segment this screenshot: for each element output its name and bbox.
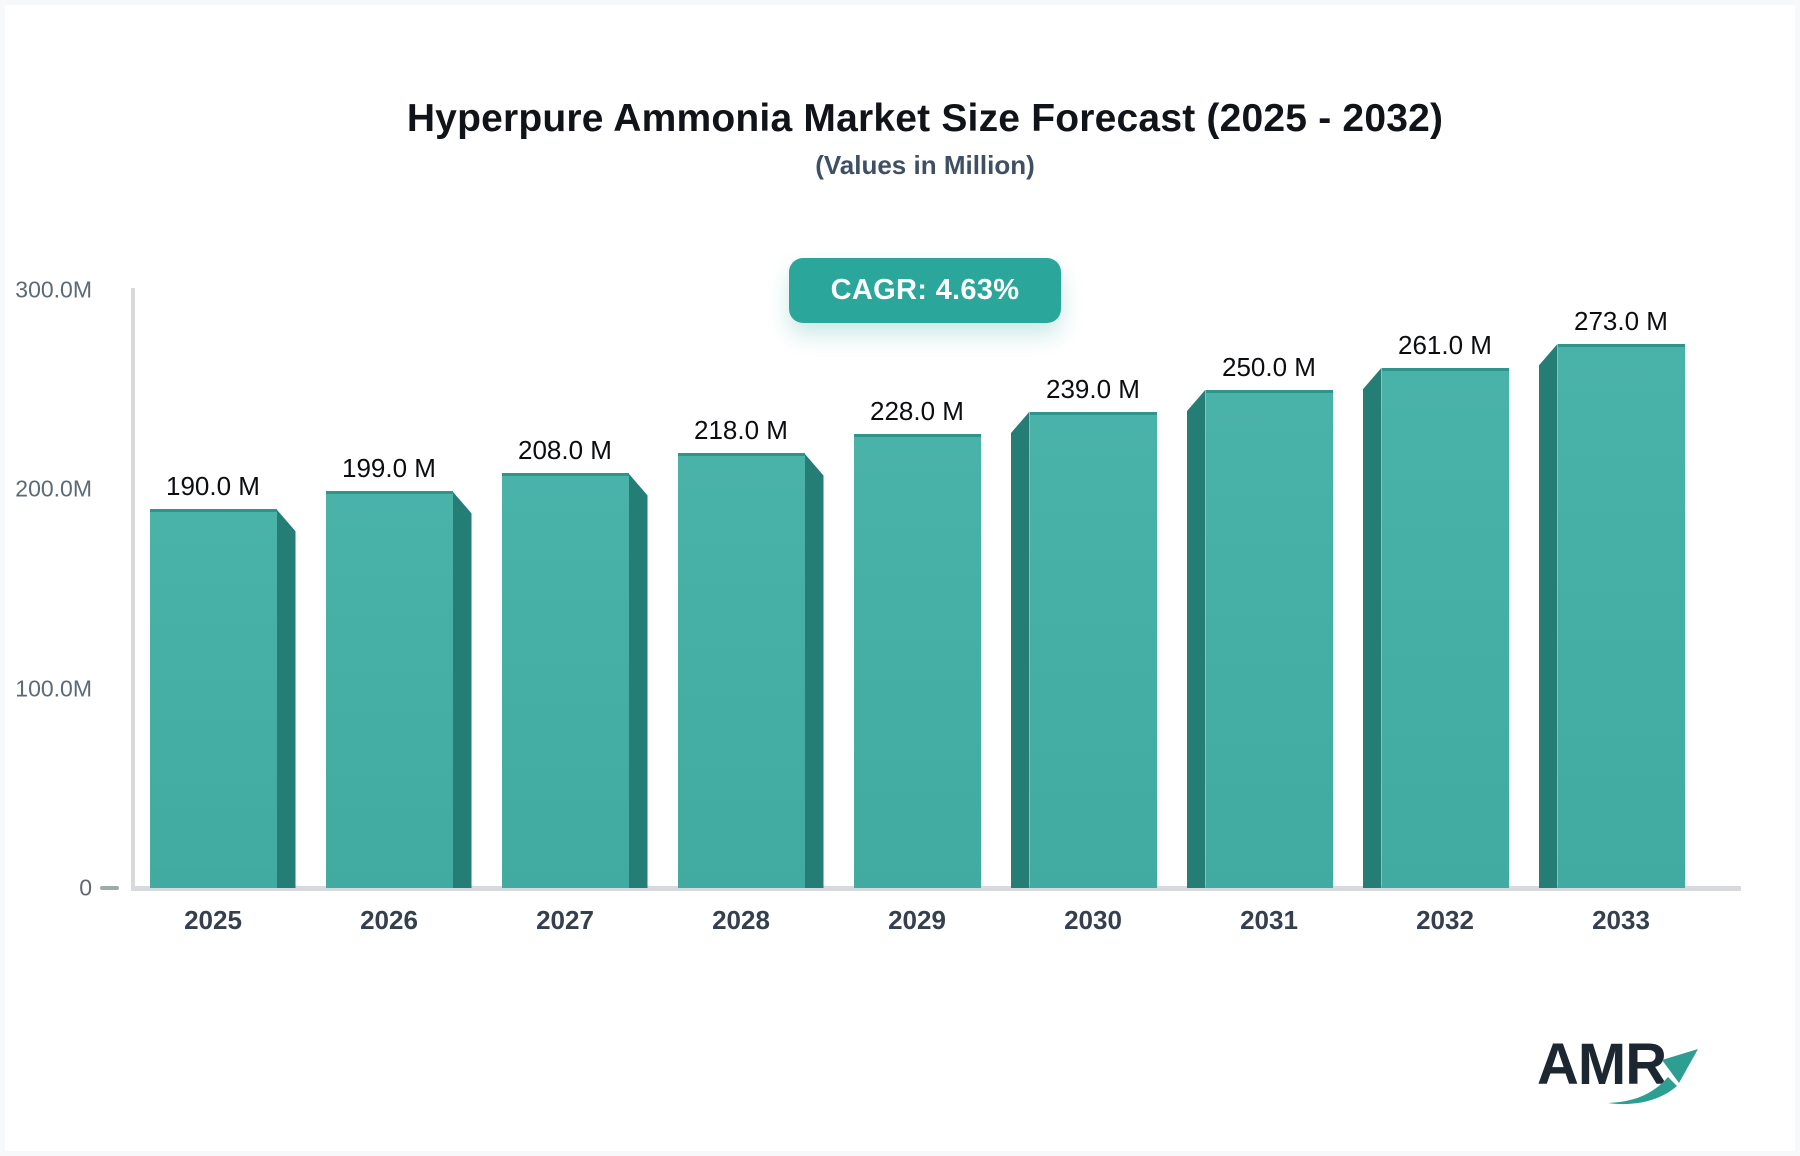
x-axis-zero-tick <box>100 886 119 890</box>
bar-2030-side-face <box>1010 411 1030 888</box>
value-label-2028: 218.0 M <box>694 415 788 446</box>
value-label-2033: 273.0 M <box>1574 305 1668 336</box>
x-tick-2025: 2025 <box>184 905 242 935</box>
x-tick-2027: 2027 <box>536 905 594 935</box>
growth-arrow-icon <box>1608 1049 1698 1105</box>
y-tick-300: 300.0M <box>15 276 92 303</box>
chart-subtitle: (Values in Million) <box>815 150 1035 180</box>
bar-2032-side-face <box>1362 367 1382 888</box>
amr-logo-text: AMR <box>1537 1032 1667 1097</box>
bar-2027-side-face <box>628 473 648 888</box>
bar-2031[interactable] <box>1205 389 1333 888</box>
bar-2026[interactable] <box>325 491 453 888</box>
cagr-badge: CAGR: 4.63% <box>789 258 1061 323</box>
value-label-2029: 228.0 M <box>870 395 964 426</box>
value-label-2027: 208.0 M <box>518 435 612 466</box>
chart-title: Hyperpure Ammonia Market Size Forecast (… <box>406 97 1444 140</box>
bar-2025-side-face <box>276 509 296 888</box>
y-tick-200: 200.0M <box>15 475 92 502</box>
x-tick-2026: 2026 <box>360 905 418 935</box>
value-label-2031: 250.0 M <box>1222 351 1316 382</box>
bar-2025[interactable] <box>149 509 277 888</box>
y-axis-line <box>131 288 135 891</box>
x-tick-2033: 2033 <box>1592 905 1650 935</box>
value-label-2026: 199.0 M <box>342 453 436 484</box>
bar-2033[interactable] <box>1557 343 1685 888</box>
x-tick-2032: 2032 <box>1416 905 1474 935</box>
value-label-2025: 190.0 M <box>166 471 260 502</box>
y-tick-100: 100.0M <box>15 675 92 702</box>
bar-2026-side-face <box>452 491 472 888</box>
amr-logo: AMR <box>1530 1025 1730 1120</box>
bar-2032[interactable] <box>1381 367 1509 888</box>
x-tick-2031: 2031 <box>1240 905 1298 935</box>
value-label-2030: 239.0 M <box>1046 373 1140 404</box>
bar-2031-side-face <box>1186 389 1206 888</box>
x-axis-baseline <box>131 886 1741 891</box>
y-tick-0: 0 <box>79 874 92 901</box>
bar-2028-side-face <box>804 453 824 888</box>
x-tick-2029: 2029 <box>888 905 946 935</box>
value-label-2032: 261.0 M <box>1398 329 1492 360</box>
bar-2033-side-face <box>1538 343 1558 888</box>
x-tick-2028: 2028 <box>712 905 770 935</box>
bar-2027[interactable] <box>501 473 629 888</box>
bar-2028[interactable] <box>677 453 805 888</box>
bar-2030[interactable] <box>1029 411 1157 888</box>
bar-2029[interactable] <box>853 433 981 888</box>
x-tick-2030: 2030 <box>1064 905 1122 935</box>
